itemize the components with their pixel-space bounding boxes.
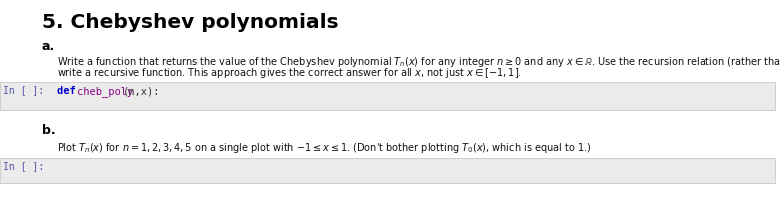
Text: a.: a. (42, 40, 55, 53)
Text: Plot $T_n(x)$ for $n = 1, 2, 3, 4, 5$ on a single plot with $-1 \leq x \leq 1$. : Plot $T_n(x)$ for $n = 1, 2, 3, 4, 5$ on… (57, 141, 591, 155)
Text: write a recursive function. This approach gives the correct answer for all $x$, : write a recursive function. This approac… (57, 66, 522, 80)
Text: In [ ]:: In [ ]: (3, 161, 44, 171)
FancyBboxPatch shape (0, 158, 775, 183)
Text: cheb_poly: cheb_poly (77, 86, 133, 97)
Text: (n,x):: (n,x): (123, 86, 161, 96)
FancyBboxPatch shape (0, 82, 775, 110)
Text: In [ ]:: In [ ]: (3, 85, 44, 95)
Text: def: def (57, 86, 82, 96)
Text: Write a function that returns the value of the Chebyshev polynomial $T_n(x)$ for: Write a function that returns the value … (57, 55, 780, 69)
Text: b.: b. (42, 124, 55, 137)
Text: 5. Chebyshev polynomials: 5. Chebyshev polynomials (42, 13, 339, 32)
